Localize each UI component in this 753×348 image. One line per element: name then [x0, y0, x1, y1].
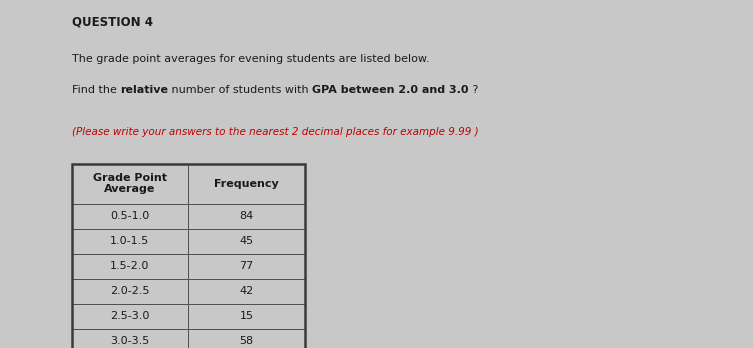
Bar — [72, 164, 305, 348]
Bar — [72, 254, 188, 279]
Bar — [188, 329, 305, 348]
Bar — [72, 279, 188, 304]
Text: 1.5-2.0: 1.5-2.0 — [110, 261, 150, 271]
Bar — [188, 204, 305, 229]
Bar — [72, 164, 188, 204]
Bar — [72, 304, 188, 329]
Bar — [188, 279, 305, 304]
Bar — [188, 304, 305, 329]
Text: 15: 15 — [239, 311, 254, 321]
Bar — [72, 329, 188, 348]
Text: 0.5-1.0: 0.5-1.0 — [110, 211, 150, 221]
Text: number of students with: number of students with — [168, 85, 312, 95]
Bar — [72, 204, 188, 229]
Text: 58: 58 — [239, 337, 254, 346]
Bar — [72, 164, 188, 204]
Text: 2.0-2.5: 2.0-2.5 — [110, 286, 150, 296]
Text: 42: 42 — [239, 286, 254, 296]
Bar — [72, 279, 188, 304]
Text: ?: ? — [468, 85, 478, 95]
Text: 1.0-1.5: 1.0-1.5 — [110, 236, 150, 246]
Text: 2.5-3.0: 2.5-3.0 — [110, 311, 150, 321]
Bar — [188, 329, 305, 348]
Text: 77: 77 — [239, 261, 254, 271]
Text: GPA between 2.0 and 3.0: GPA between 2.0 and 3.0 — [312, 85, 468, 95]
Bar — [188, 164, 305, 204]
Text: Grade Point
Average: Grade Point Average — [93, 173, 167, 195]
Text: Frequency: Frequency — [215, 179, 279, 189]
Bar — [188, 254, 305, 279]
Bar — [72, 204, 188, 229]
Bar — [72, 229, 188, 254]
Bar — [188, 279, 305, 304]
Bar — [72, 254, 188, 279]
Text: QUESTION 4: QUESTION 4 — [72, 16, 153, 29]
Text: 3.0-3.5: 3.0-3.5 — [110, 337, 150, 346]
Bar — [188, 229, 305, 254]
Text: 45: 45 — [239, 236, 254, 246]
Text: The grade point averages for evening students are listed below.: The grade point averages for evening stu… — [72, 54, 429, 64]
Text: 84: 84 — [239, 211, 254, 221]
Bar — [188, 254, 305, 279]
Bar — [72, 329, 188, 348]
Bar — [188, 204, 305, 229]
Bar — [72, 229, 188, 254]
Text: Find the: Find the — [72, 85, 120, 95]
Text: relative: relative — [120, 85, 168, 95]
Bar — [188, 229, 305, 254]
Text: (Please write your answers to the nearest 2 decimal places for example 9.99 ): (Please write your answers to the neares… — [72, 127, 478, 137]
Bar — [188, 164, 305, 204]
Bar — [72, 304, 188, 329]
Bar — [188, 304, 305, 329]
